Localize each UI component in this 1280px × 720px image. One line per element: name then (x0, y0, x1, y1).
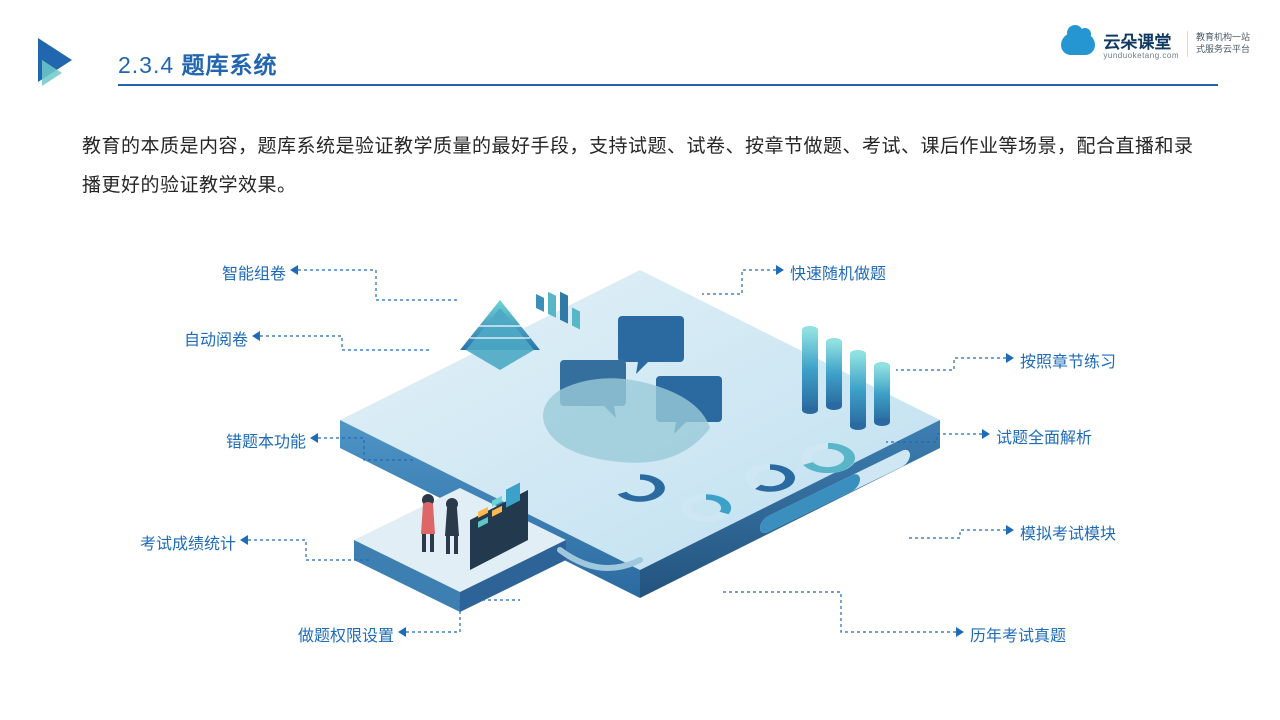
header-play-mark (38, 38, 78, 88)
feature-diagram: 智能组卷自动阅卷错题本功能考试成绩统计做题权限设置 快速随机做题按照章节练习试题全… (0, 220, 1280, 700)
feature-wrong-book: 错题本功能 (226, 428, 306, 452)
feature-auto-grade: 自动阅卷 (184, 326, 248, 350)
slide-header: 2.3.4 题库系统 (38, 38, 278, 88)
feature-perm-setting: 做题权限设置 (298, 622, 394, 646)
feature-full-analysis: 试题全面解析 (996, 424, 1092, 448)
cloud-icon (1061, 33, 1095, 55)
brand-tagline: 教育机构一站 式服务云平台 (1196, 32, 1250, 55)
logo-divider (1187, 31, 1188, 57)
feature-chapter-ex: 按照章节练习 (1020, 348, 1116, 372)
header-underline (118, 84, 1218, 86)
section-number: 2.3.4 (118, 52, 174, 78)
brand-url: yunduoketang.com (1103, 51, 1179, 60)
feature-mock-exam: 模拟考试模块 (1020, 520, 1116, 544)
feature-smart-compose: 智能组卷 (222, 260, 286, 284)
section-name: 题库系统 (182, 52, 278, 78)
slide-description: 教育的本质是内容，题库系统是验证教学质量的最好手段，支持试题、试卷、按章节做题、… (82, 128, 1200, 206)
brand-text-block: 云朵课堂 yunduoketang.com (1103, 28, 1179, 60)
feature-quick-random: 快速随机做题 (790, 260, 886, 284)
feature-score-stats: 考试成绩统计 (140, 530, 236, 554)
section-title: 2.3.4 题库系统 (118, 46, 278, 80)
brand-logo: 云朵课堂 yunduoketang.com 教育机构一站 式服务云平台 (1061, 28, 1250, 60)
diagram-svg (0, 220, 1280, 700)
feature-past-exam: 历年考试真题 (970, 622, 1066, 646)
brand-name: 云朵课堂 (1103, 28, 1179, 53)
